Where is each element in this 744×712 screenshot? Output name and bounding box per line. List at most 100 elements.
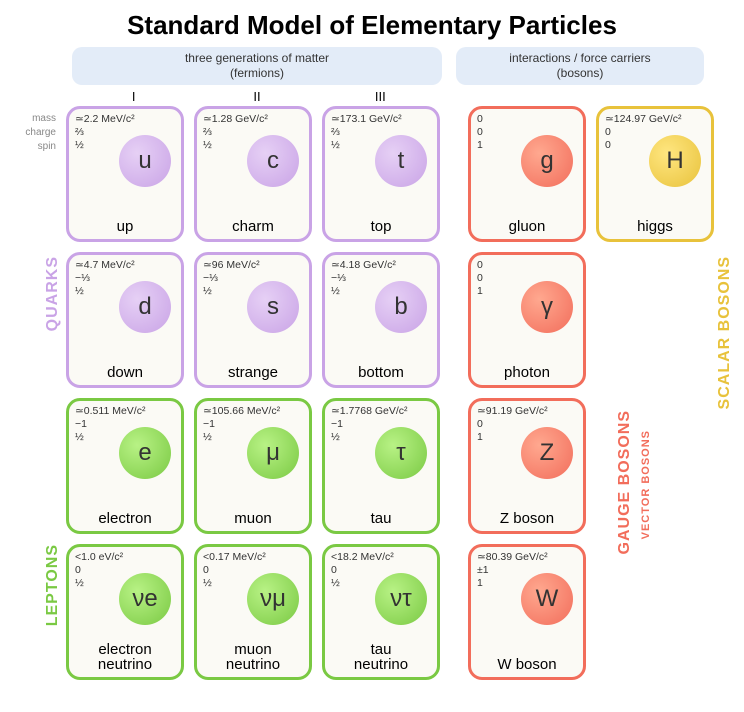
mass-value: ≃1.7768 GeV/c² (331, 405, 431, 418)
charge-value: 0 (331, 564, 431, 577)
charge-value: ±1 (477, 564, 577, 577)
charge-value: 0 (477, 126, 577, 139)
particle-name: higgs (599, 219, 711, 235)
mass-value: ≃124.97 GeV/c² (605, 113, 705, 126)
charge-value: −⅓ (75, 272, 175, 285)
particle-symbol: s (247, 281, 299, 333)
particle-symbol: γ (521, 281, 573, 333)
particle-tile-tau: ≃1.7768 GeV/c²−1½τtau (322, 398, 440, 534)
mass-value: ≃96 MeV/c² (203, 259, 303, 272)
particle-name: muon (197, 511, 309, 527)
particle-symbol: u (119, 135, 171, 187)
mass-value: <1.0 eV/c² (75, 551, 175, 564)
charge-value: −⅓ (203, 272, 303, 285)
particle-tile-nu_mu: <0.17 MeV/c²0½νμmuonneutrino (194, 544, 312, 680)
mass-value: ≃91.19 GeV/c² (477, 405, 577, 418)
charge-value: ⅔ (203, 126, 303, 139)
header-bosons: interactions / force carriers(bosons) (456, 47, 704, 85)
particle-symbol: ντ (375, 573, 427, 625)
particle-symbol: e (119, 427, 171, 479)
particle-name: strange (197, 365, 309, 381)
particle-tile-bottom: ≃4.18 GeV/c²−⅓½bbottom (322, 252, 440, 388)
particle-tile-charm: ≃1.28 GeV/c²⅔½ccharm (194, 106, 312, 242)
particle-name: electronneutrino (69, 642, 181, 674)
particle-symbol: t (375, 135, 427, 187)
page-title: Standard Model of Elementary Particles (12, 10, 732, 41)
particle-name: up (69, 219, 181, 235)
property-labels: mass charge spin (12, 112, 56, 154)
mass-value: ≃4.7 MeV/c² (75, 259, 175, 272)
mass-value: ≃0.511 MeV/c² (75, 405, 175, 418)
charge-value: −⅓ (331, 272, 431, 285)
charge-value: 0 (605, 126, 705, 139)
mass-value: <18.2 MeV/c² (331, 551, 431, 564)
group-label-vector: VECTOR BOSONS (640, 430, 652, 539)
particle-tile-electron: ≃0.511 MeV/c²−1½eelectron (66, 398, 184, 534)
group-label-quarks: QUARKS (44, 256, 62, 331)
particle-grid: ≃2.2 MeV/c²⅔½uup≃1.28 GeV/c²⅔½ccharm≃173… (66, 106, 732, 680)
particle-symbol: W (521, 573, 573, 625)
mass-value: ≃2.2 MeV/c² (75, 113, 175, 126)
particle-name: charm (197, 219, 309, 235)
particle-symbol: Z (521, 427, 573, 479)
particle-name: photon (471, 365, 583, 381)
mass-value: ≃173.1 GeV/c² (331, 113, 431, 126)
particle-name: gluon (471, 219, 583, 235)
charge-value: 0 (75, 564, 175, 577)
particle-tile-wboson: ≃80.39 GeV/c²±11WW boson (468, 544, 586, 680)
particle-symbol: μ (247, 427, 299, 479)
gen-3: III (319, 89, 442, 104)
particle-name: tau (325, 511, 437, 527)
particle-tile-higgs: ≃124.97 GeV/c²00Hhiggs (596, 106, 714, 242)
particle-name: muonneutrino (197, 642, 309, 674)
particle-name: electron (69, 511, 181, 527)
group-label-scalar: SCALAR BOSONS (716, 256, 734, 409)
label-spin: spin (12, 140, 56, 154)
gen-2: II (195, 89, 318, 104)
mass-value: ≃105.66 MeV/c² (203, 405, 303, 418)
generation-labels: I II III (72, 89, 442, 104)
particle-name: W boson (471, 657, 583, 673)
charge-value: −1 (331, 418, 431, 431)
mass-value: 0 (477, 259, 577, 272)
particle-tile-photon: 001γphoton (468, 252, 586, 388)
charge-value: ⅔ (331, 126, 431, 139)
mass-value: ≃1.28 GeV/c² (203, 113, 303, 126)
particle-tile-nu_tau: <18.2 MeV/c²0½ντtauneutrino (322, 544, 440, 680)
particle-tile-gluon: 001ggluon (468, 106, 586, 242)
particle-tile-up: ≃2.2 MeV/c²⅔½uup (66, 106, 184, 242)
particle-symbol: νe (119, 573, 171, 625)
particle-symbol: τ (375, 427, 427, 479)
mass-value: 0 (477, 113, 577, 126)
particle-name: top (325, 219, 437, 235)
particle-tile-down: ≃4.7 MeV/c²−⅓½ddown (66, 252, 184, 388)
charge-value: ⅔ (75, 126, 175, 139)
header-row: three generations of matter(fermions) in… (72, 47, 732, 85)
particle-name: bottom (325, 365, 437, 381)
particle-name: down (69, 365, 181, 381)
label-mass: mass (12, 112, 56, 126)
charge-value: −1 (75, 418, 175, 431)
mass-value: <0.17 MeV/c² (203, 551, 303, 564)
particle-symbol: c (247, 135, 299, 187)
charge-value: 0 (477, 418, 577, 431)
charge-value: 0 (203, 564, 303, 577)
particle-symbol: νμ (247, 573, 299, 625)
group-label-gauge: GAUGE BOSONS (616, 410, 634, 554)
label-charge: charge (12, 126, 56, 140)
particle-name: tauneutrino (325, 642, 437, 674)
particle-symbol: b (375, 281, 427, 333)
particle-symbol: d (119, 281, 171, 333)
particle-symbol: g (521, 135, 573, 187)
particle-tile-top: ≃173.1 GeV/c²⅔½ttop (322, 106, 440, 242)
header-fermions: three generations of matter(fermions) (72, 47, 442, 85)
charge-value: 0 (477, 272, 577, 285)
particle-tile-zboson: ≃91.19 GeV/c²01ZZ boson (468, 398, 586, 534)
mass-value: ≃80.39 GeV/c² (477, 551, 577, 564)
particle-name: Z boson (471, 511, 583, 527)
particle-symbol: H (649, 135, 701, 187)
charge-value: −1 (203, 418, 303, 431)
gen-1: I (72, 89, 195, 104)
particle-tile-strange: ≃96 MeV/c²−⅓½sstrange (194, 252, 312, 388)
particle-tile-muon: ≃105.66 MeV/c²−1½μmuon (194, 398, 312, 534)
